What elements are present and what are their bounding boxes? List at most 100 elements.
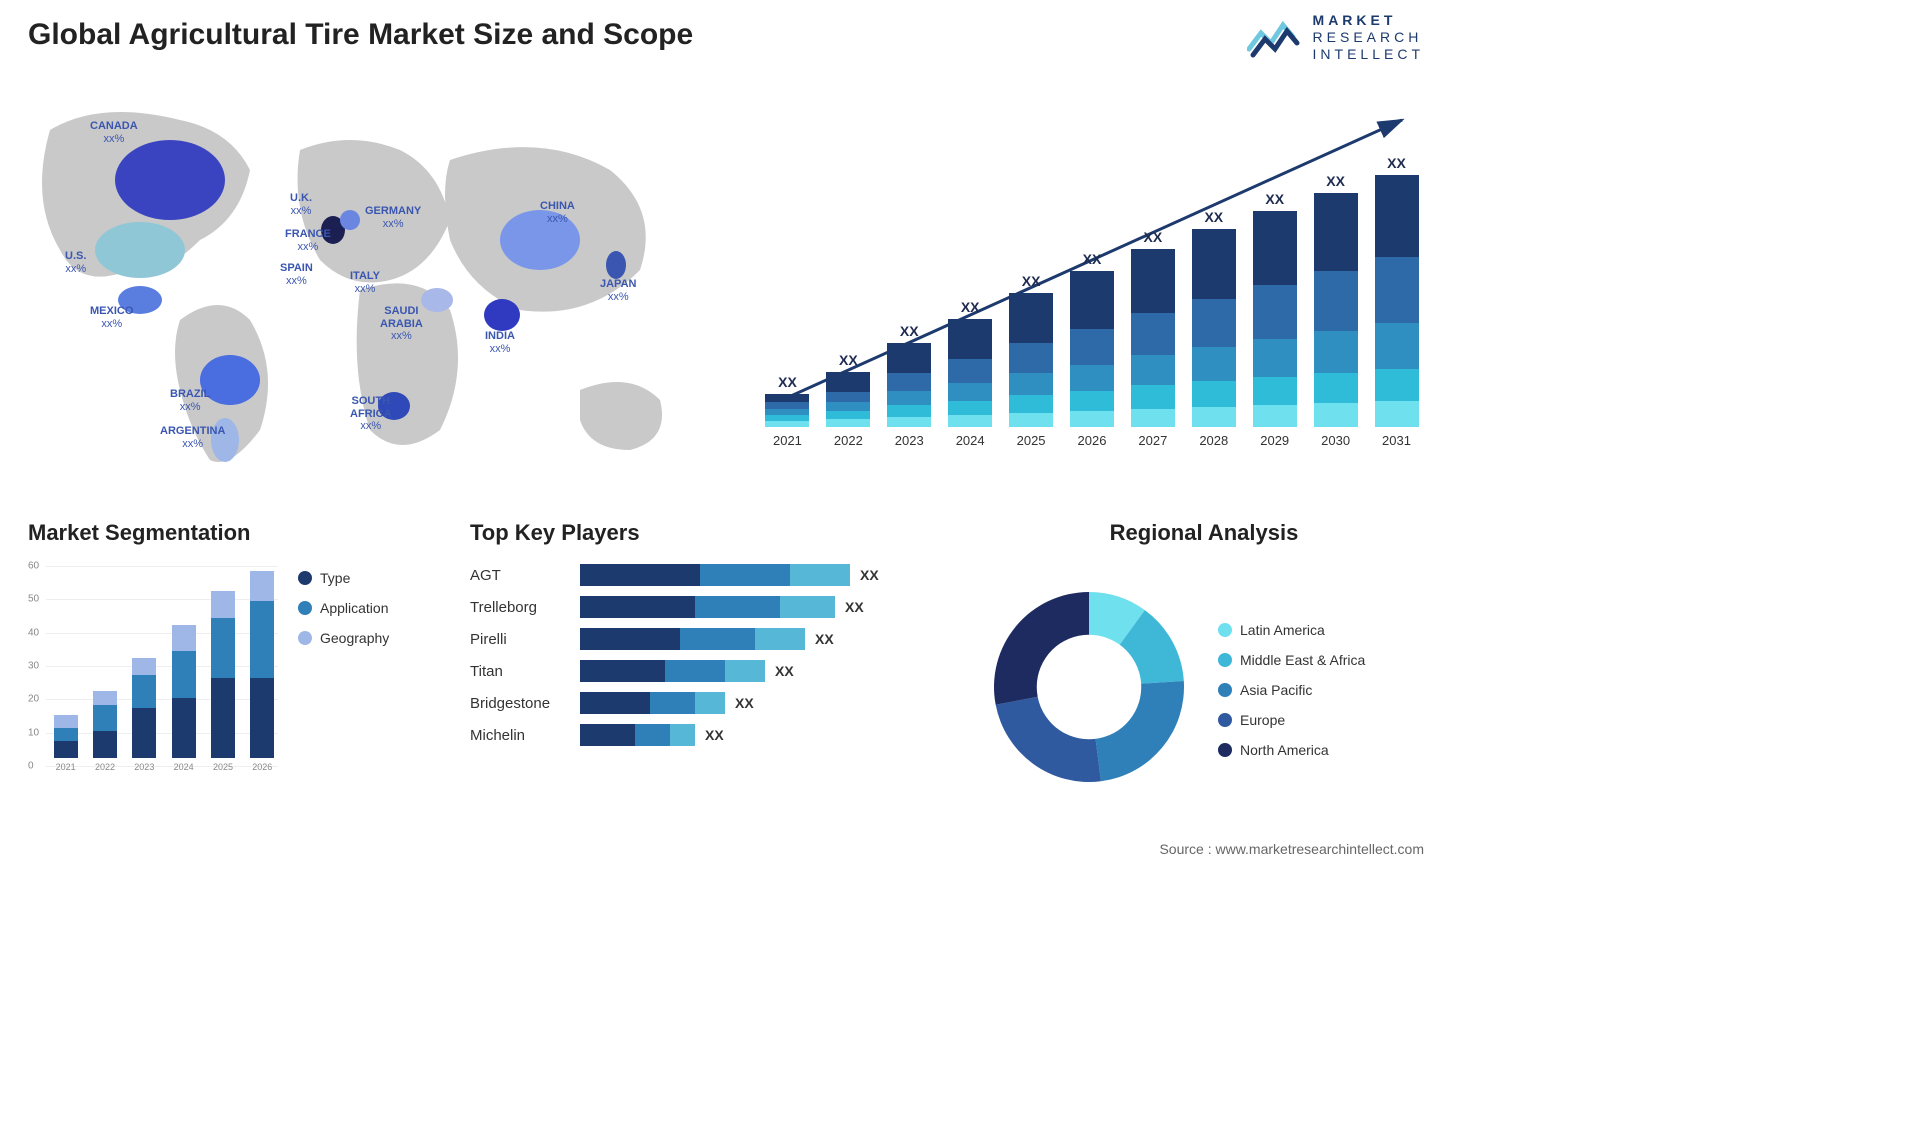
bar-segment <box>765 394 809 402</box>
main-bar-col: XX 2023 <box>884 323 935 448</box>
bar-segment <box>948 401 992 415</box>
player-bar-segment <box>680 628 755 650</box>
player-value: XX <box>705 727 724 743</box>
player-bar-segment <box>755 628 805 650</box>
main-growth-chart: XX2021XX2022XX2023XX2024XX2025XX2026XX20… <box>762 100 1422 470</box>
player-row: PirelliXX <box>470 628 940 650</box>
seg-stack <box>54 715 78 758</box>
segmentation-chart: 0102030405060 202120222023202420252026 <box>28 560 278 790</box>
map-label: CHINAxx% <box>540 200 575 225</box>
main-bar-col: XX2022 <box>823 352 874 448</box>
logo-icon <box>1247 15 1303 59</box>
world-map-region: CANADAxx%U.S.xx%MEXICOxx%BRAZILxx%ARGENT… <box>20 90 700 490</box>
bar-segment <box>765 402 809 409</box>
seg-bar-segment <box>172 651 196 698</box>
bar-year-label: 2023 <box>895 433 924 448</box>
players-section: Top Key Players AGTXXTrelleborgXXPirelli… <box>470 520 940 756</box>
bar-segment <box>887 391 931 405</box>
seg-bar-col: 2026 <box>247 571 278 772</box>
player-value: XX <box>735 695 754 711</box>
bar-segment <box>1192 407 1236 427</box>
seg-year-label: 2021 <box>56 762 76 772</box>
legend-item: Europe <box>1218 712 1365 728</box>
bar-stack <box>948 319 992 427</box>
segmentation-title: Market Segmentation <box>28 520 438 546</box>
regional-legend: Latin AmericaMiddle East & AfricaAsia Pa… <box>1218 622 1365 772</box>
seg-stack <box>250 571 274 758</box>
bar-value-label: XX <box>839 352 858 368</box>
bar-segment <box>826 402 870 411</box>
main-bar-col: XX2031 <box>1371 155 1422 448</box>
player-bar <box>580 564 850 586</box>
player-bar <box>580 596 835 618</box>
bar-segment <box>1375 323 1419 369</box>
bar-year-label: 2030 <box>1321 433 1350 448</box>
player-bar-segment <box>580 660 665 682</box>
bar-stack <box>1253 211 1297 427</box>
player-bar-segment <box>665 660 725 682</box>
legend-swatch <box>1218 683 1232 697</box>
seg-bar-col: 2021 <box>50 715 81 772</box>
bar-stack <box>1009 293 1053 427</box>
bar-value-label: XX <box>1265 191 1284 207</box>
logo-line2: RESEARCH <box>1313 29 1424 46</box>
seg-bar-segment <box>250 601 274 678</box>
legend-item: Latin America <box>1218 622 1365 638</box>
bar-value-label: XX <box>900 323 919 339</box>
bar-segment <box>1009 413 1053 427</box>
map-label: BRAZILxx% <box>170 388 210 413</box>
player-row: AGTXX <box>470 564 940 586</box>
seg-bar-segment <box>211 678 235 758</box>
bar-value-label: XX <box>961 299 980 315</box>
legend-item: Geography <box>298 630 389 646</box>
legend-swatch <box>1218 653 1232 667</box>
seg-bar-segment <box>54 728 78 741</box>
player-bar-segment <box>580 596 695 618</box>
bar-segment <box>1070 329 1114 365</box>
player-value: XX <box>775 663 794 679</box>
bar-value-label: XX <box>1083 251 1102 267</box>
seg-y-tick: 20 <box>28 694 39 705</box>
main-bar-col: XX2029 <box>1249 191 1300 448</box>
bar-segment <box>1375 401 1419 427</box>
bar-stack <box>887 343 931 427</box>
main-bar-col: XX2028 <box>1188 209 1239 448</box>
seg-bar-segment <box>54 741 78 758</box>
seg-bar-col: 2023 <box>129 658 160 772</box>
logo-line3: INTELLECT <box>1313 46 1424 63</box>
bar-year-label: 2028 <box>1199 433 1228 448</box>
legend-swatch <box>1218 713 1232 727</box>
bar-year-label: 2021 <box>773 433 802 448</box>
bar-stack <box>1192 229 1236 427</box>
player-bar-segment <box>580 564 700 586</box>
bar-stack <box>1375 175 1419 427</box>
seg-bar-segment <box>93 691 117 704</box>
seg-y-tick: 30 <box>28 661 39 672</box>
bar-segment <box>948 415 992 427</box>
seg-y-tick: 40 <box>28 627 39 638</box>
bar-segment <box>948 383 992 401</box>
bar-stack <box>765 394 809 427</box>
bar-segment <box>1314 403 1358 427</box>
main-bar-col: XX2021 <box>762 374 813 448</box>
bar-segment <box>1192 299 1236 347</box>
map-label: SAUDIARABIAxx% <box>380 305 423 343</box>
bar-segment <box>887 405 931 417</box>
main-bar-col: XX2026 <box>1067 251 1118 448</box>
brand-logo: MARKET RESEARCH INTELLECT <box>1247 12 1424 62</box>
legend-swatch <box>298 631 312 645</box>
seg-y-tick: 60 <box>28 561 39 572</box>
seg-bar-segment <box>211 591 235 618</box>
player-name: AGT <box>470 567 580 584</box>
legend-swatch <box>1218 623 1232 637</box>
bar-segment <box>826 419 870 427</box>
bar-stack <box>826 372 870 427</box>
bar-segment <box>1070 365 1114 391</box>
player-bar-segment <box>790 564 850 586</box>
player-name: Bridgestone <box>470 695 580 712</box>
legend-swatch <box>1218 743 1232 757</box>
seg-y-tick: 0 <box>28 761 34 772</box>
bar-value-label: XX <box>1326 173 1345 189</box>
seg-bar-segment <box>250 678 274 758</box>
main-bar-col: XX 2030 <box>1310 173 1361 448</box>
